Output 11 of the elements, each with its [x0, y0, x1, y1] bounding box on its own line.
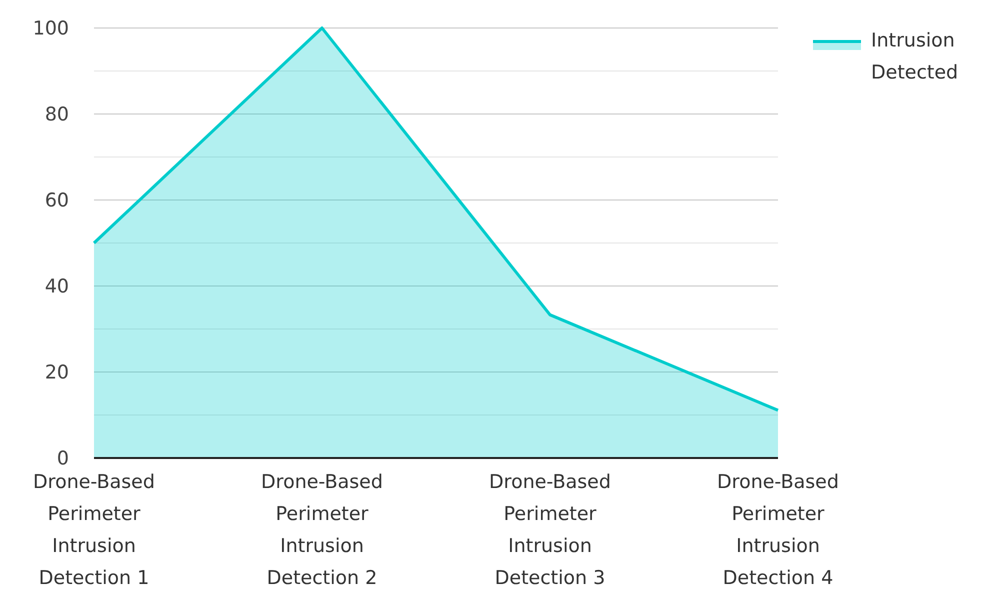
y-tick-label: 0 — [56, 448, 69, 470]
x-tick-label: Drone-Based Perimeter Intrusion Detection 1 — [33, 471, 155, 589]
x-tick-label: Drone-Based Perimeter Intrusion Detection 2 — [261, 471, 383, 589]
y-tick-label: 100 — [32, 18, 69, 40]
y-tick-label: 20 — [44, 362, 69, 384]
y-tick-label: 60 — [44, 190, 69, 212]
legend-label: Intrusion Detected — [871, 30, 958, 84]
y-tick-label: 40 — [44, 276, 69, 298]
x-tick-label: Drone-Based Perimeter Intrusion Detection 3 — [489, 471, 611, 589]
y-tick-label: 80 — [44, 104, 69, 126]
x-tick-label: Drone-Based Perimeter Intrusion Detection 4 — [717, 471, 839, 589]
